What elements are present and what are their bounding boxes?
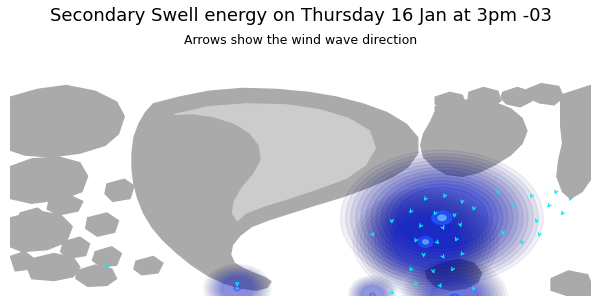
Polygon shape (557, 86, 591, 199)
Text: Arrows show the wind wave direction: Arrows show the wind wave direction (184, 33, 417, 46)
Ellipse shape (219, 275, 256, 296)
Ellipse shape (420, 273, 489, 296)
Ellipse shape (371, 170, 513, 265)
Ellipse shape (438, 215, 446, 221)
Polygon shape (501, 87, 532, 107)
Ellipse shape (409, 265, 499, 296)
Ellipse shape (236, 287, 239, 289)
Polygon shape (105, 179, 134, 201)
Polygon shape (132, 89, 418, 290)
Ellipse shape (215, 273, 259, 296)
Ellipse shape (361, 285, 385, 296)
Ellipse shape (364, 197, 487, 287)
Ellipse shape (386, 181, 498, 255)
Ellipse shape (382, 210, 469, 274)
Ellipse shape (222, 277, 252, 296)
Polygon shape (93, 247, 121, 267)
Polygon shape (37, 170, 69, 189)
Ellipse shape (430, 281, 478, 296)
Polygon shape (174, 104, 375, 221)
Ellipse shape (341, 150, 543, 285)
Ellipse shape (381, 177, 503, 258)
Ellipse shape (428, 279, 481, 296)
Ellipse shape (391, 184, 493, 252)
Polygon shape (10, 252, 34, 271)
Ellipse shape (358, 284, 387, 296)
Ellipse shape (359, 284, 386, 296)
Ellipse shape (357, 192, 494, 292)
Ellipse shape (234, 286, 240, 291)
Ellipse shape (356, 160, 528, 275)
Polygon shape (551, 271, 591, 296)
Polygon shape (527, 83, 564, 105)
Ellipse shape (389, 215, 462, 268)
Polygon shape (10, 86, 124, 157)
Polygon shape (47, 196, 83, 215)
Ellipse shape (396, 187, 487, 248)
Ellipse shape (217, 274, 258, 296)
Polygon shape (10, 211, 72, 252)
Ellipse shape (379, 207, 472, 276)
Polygon shape (28, 253, 80, 281)
Polygon shape (10, 157, 88, 203)
Polygon shape (134, 256, 163, 275)
Ellipse shape (370, 293, 375, 296)
Ellipse shape (449, 294, 460, 296)
Polygon shape (86, 213, 118, 236)
Polygon shape (10, 174, 32, 194)
Ellipse shape (371, 202, 480, 282)
Ellipse shape (346, 154, 538, 282)
Polygon shape (426, 259, 481, 290)
Polygon shape (421, 99, 527, 176)
Ellipse shape (407, 263, 502, 296)
Ellipse shape (415, 269, 494, 296)
Polygon shape (18, 208, 47, 226)
Ellipse shape (376, 174, 508, 262)
Text: Secondary Swell energy on Thursday 16 Jan at 3pm -03: Secondary Swell energy on Thursday 16 Ja… (49, 7, 552, 25)
Ellipse shape (423, 275, 486, 296)
Ellipse shape (353, 189, 498, 295)
Ellipse shape (351, 157, 533, 279)
Ellipse shape (361, 164, 523, 272)
Ellipse shape (221, 276, 254, 296)
Ellipse shape (412, 267, 497, 296)
Ellipse shape (368, 200, 483, 284)
Polygon shape (76, 265, 117, 286)
Ellipse shape (361, 194, 490, 290)
Ellipse shape (426, 277, 484, 296)
Ellipse shape (375, 205, 476, 279)
Ellipse shape (393, 218, 458, 266)
Ellipse shape (418, 237, 433, 247)
Ellipse shape (423, 240, 429, 244)
Ellipse shape (386, 213, 465, 271)
Polygon shape (61, 237, 90, 258)
Polygon shape (435, 92, 466, 112)
Ellipse shape (432, 211, 452, 225)
Ellipse shape (371, 294, 373, 296)
Ellipse shape (366, 167, 518, 268)
Ellipse shape (417, 271, 492, 296)
Ellipse shape (362, 286, 383, 296)
Polygon shape (468, 87, 501, 107)
